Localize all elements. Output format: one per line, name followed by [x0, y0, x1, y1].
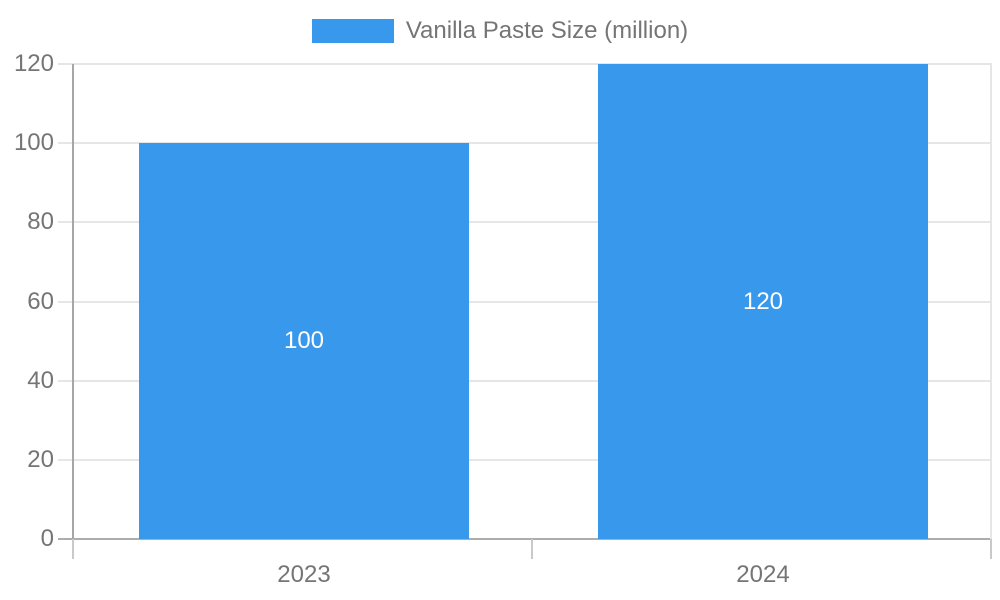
x-axis-category-label: 2023	[277, 561, 331, 588]
bar-value-label: 100	[283, 327, 325, 354]
y-axis-tick-label: 120	[13, 50, 54, 77]
legend-swatch	[311, 19, 394, 43]
x-axis-boundary-tick	[72, 539, 74, 559]
bar-value-label: 120	[742, 288, 784, 315]
y-axis-line	[72, 64, 74, 539]
x-axis-category-label: 2024	[736, 561, 790, 588]
legend-label: Vanilla Paste Size (million)	[405, 17, 689, 44]
y-axis-tick-label: 100	[13, 129, 54, 157]
gridline	[58, 300, 992, 303]
x-axis-baseline	[58, 538, 992, 540]
y-axis-tick-label: 20	[27, 445, 54, 473]
x-axis-boundary-tick	[990, 539, 992, 559]
y-axis-tick-label: 80	[27, 208, 54, 236]
gridline	[58, 63, 992, 65]
y-axis-tick-label: 60	[27, 287, 54, 315]
gridline	[58, 379, 992, 382]
bar-2023[interactable]	[139, 143, 469, 539]
gridline	[58, 142, 992, 145]
gridline	[58, 221, 992, 224]
gridline	[58, 458, 992, 461]
legend[interactable]: Vanilla Paste Size (million)	[0, 16, 1000, 46]
x-axis-boundary-tick	[531, 539, 533, 559]
bar-2024[interactable]	[598, 64, 928, 539]
y-axis-tick-label: 0	[40, 525, 54, 552]
y-axis-tick-label: 40	[27, 366, 54, 394]
plot-right-border	[990, 64, 992, 539]
